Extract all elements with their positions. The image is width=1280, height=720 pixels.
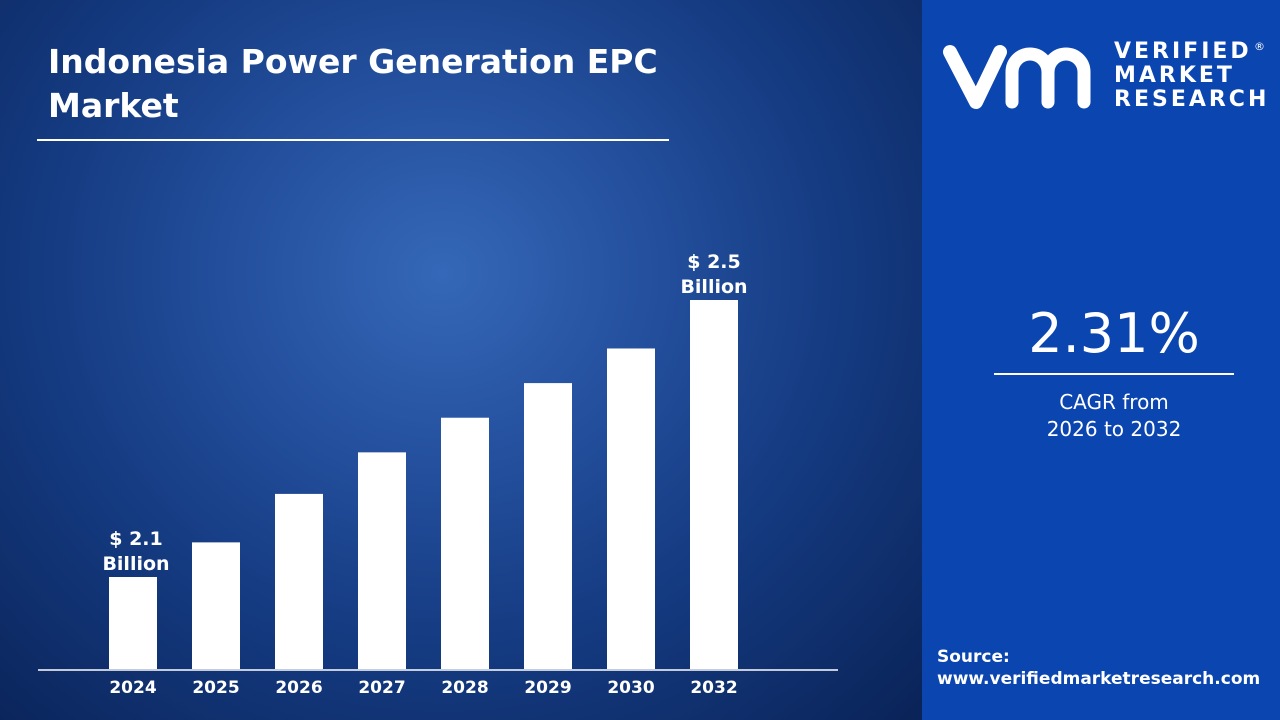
x-tick-label: 2028 bbox=[441, 678, 488, 698]
brand-line: RESEARCH bbox=[1114, 87, 1270, 112]
cagr-divider bbox=[994, 373, 1234, 375]
x-tick-label: 2030 bbox=[607, 678, 654, 698]
x-tick-label: 2026 bbox=[275, 678, 322, 698]
info-panel bbox=[922, 0, 1280, 720]
bar-2026 bbox=[275, 493, 323, 669]
bar-2025 bbox=[192, 542, 240, 669]
cagr-label-line: 2026 to 2032 bbox=[1046, 417, 1182, 441]
page-title: Indonesia Power Generation EPC Market bbox=[48, 42, 658, 125]
bar-2030 bbox=[607, 348, 655, 669]
bar-2029 bbox=[524, 383, 572, 669]
x-tick-label: 2024 bbox=[109, 678, 156, 698]
data-label: $ 2.5 bbox=[687, 251, 741, 273]
x-tick-label: 2025 bbox=[192, 678, 239, 698]
brand-name: VERIFIED MARKET RESEARCH bbox=[1114, 40, 1269, 112]
cagr-label-line: CAGR from bbox=[1059, 390, 1169, 414]
x-tick-label: 2027 bbox=[358, 678, 405, 698]
brand-line: VERIFIED bbox=[1114, 39, 1252, 64]
source-label: Source: bbox=[937, 647, 1010, 667]
bar-2027 bbox=[358, 452, 406, 669]
x-tick-label: 2029 bbox=[524, 678, 571, 698]
bar-2032 bbox=[690, 300, 738, 669]
bar-2028 bbox=[441, 417, 489, 669]
data-label: Billion bbox=[102, 553, 169, 575]
data-label: Billion bbox=[680, 276, 747, 298]
registered-mark: ® bbox=[1254, 40, 1265, 53]
x-tick-label: 2032 bbox=[690, 678, 737, 698]
brand-line: MARKET bbox=[1114, 63, 1235, 88]
title-divider bbox=[37, 139, 669, 141]
bar-2024 bbox=[109, 577, 157, 669]
vmr-logo-icon bbox=[943, 45, 1091, 109]
data-label: $ 2.1 bbox=[109, 528, 163, 550]
cagr-label: CAGR from 2026 to 2032 bbox=[994, 389, 1234, 443]
source-url[interactable]: www.verifiedmarketresearch.com bbox=[937, 669, 1261, 689]
source: Source: www.verifiedmarketresearch.com bbox=[937, 646, 1260, 690]
bar-chart: 2024 $ 2.1 Billion 2025 2026 2027 2028 2029 2030… bbox=[0, 0, 922, 720]
cagr-value: 2.31% bbox=[1028, 302, 1200, 365]
